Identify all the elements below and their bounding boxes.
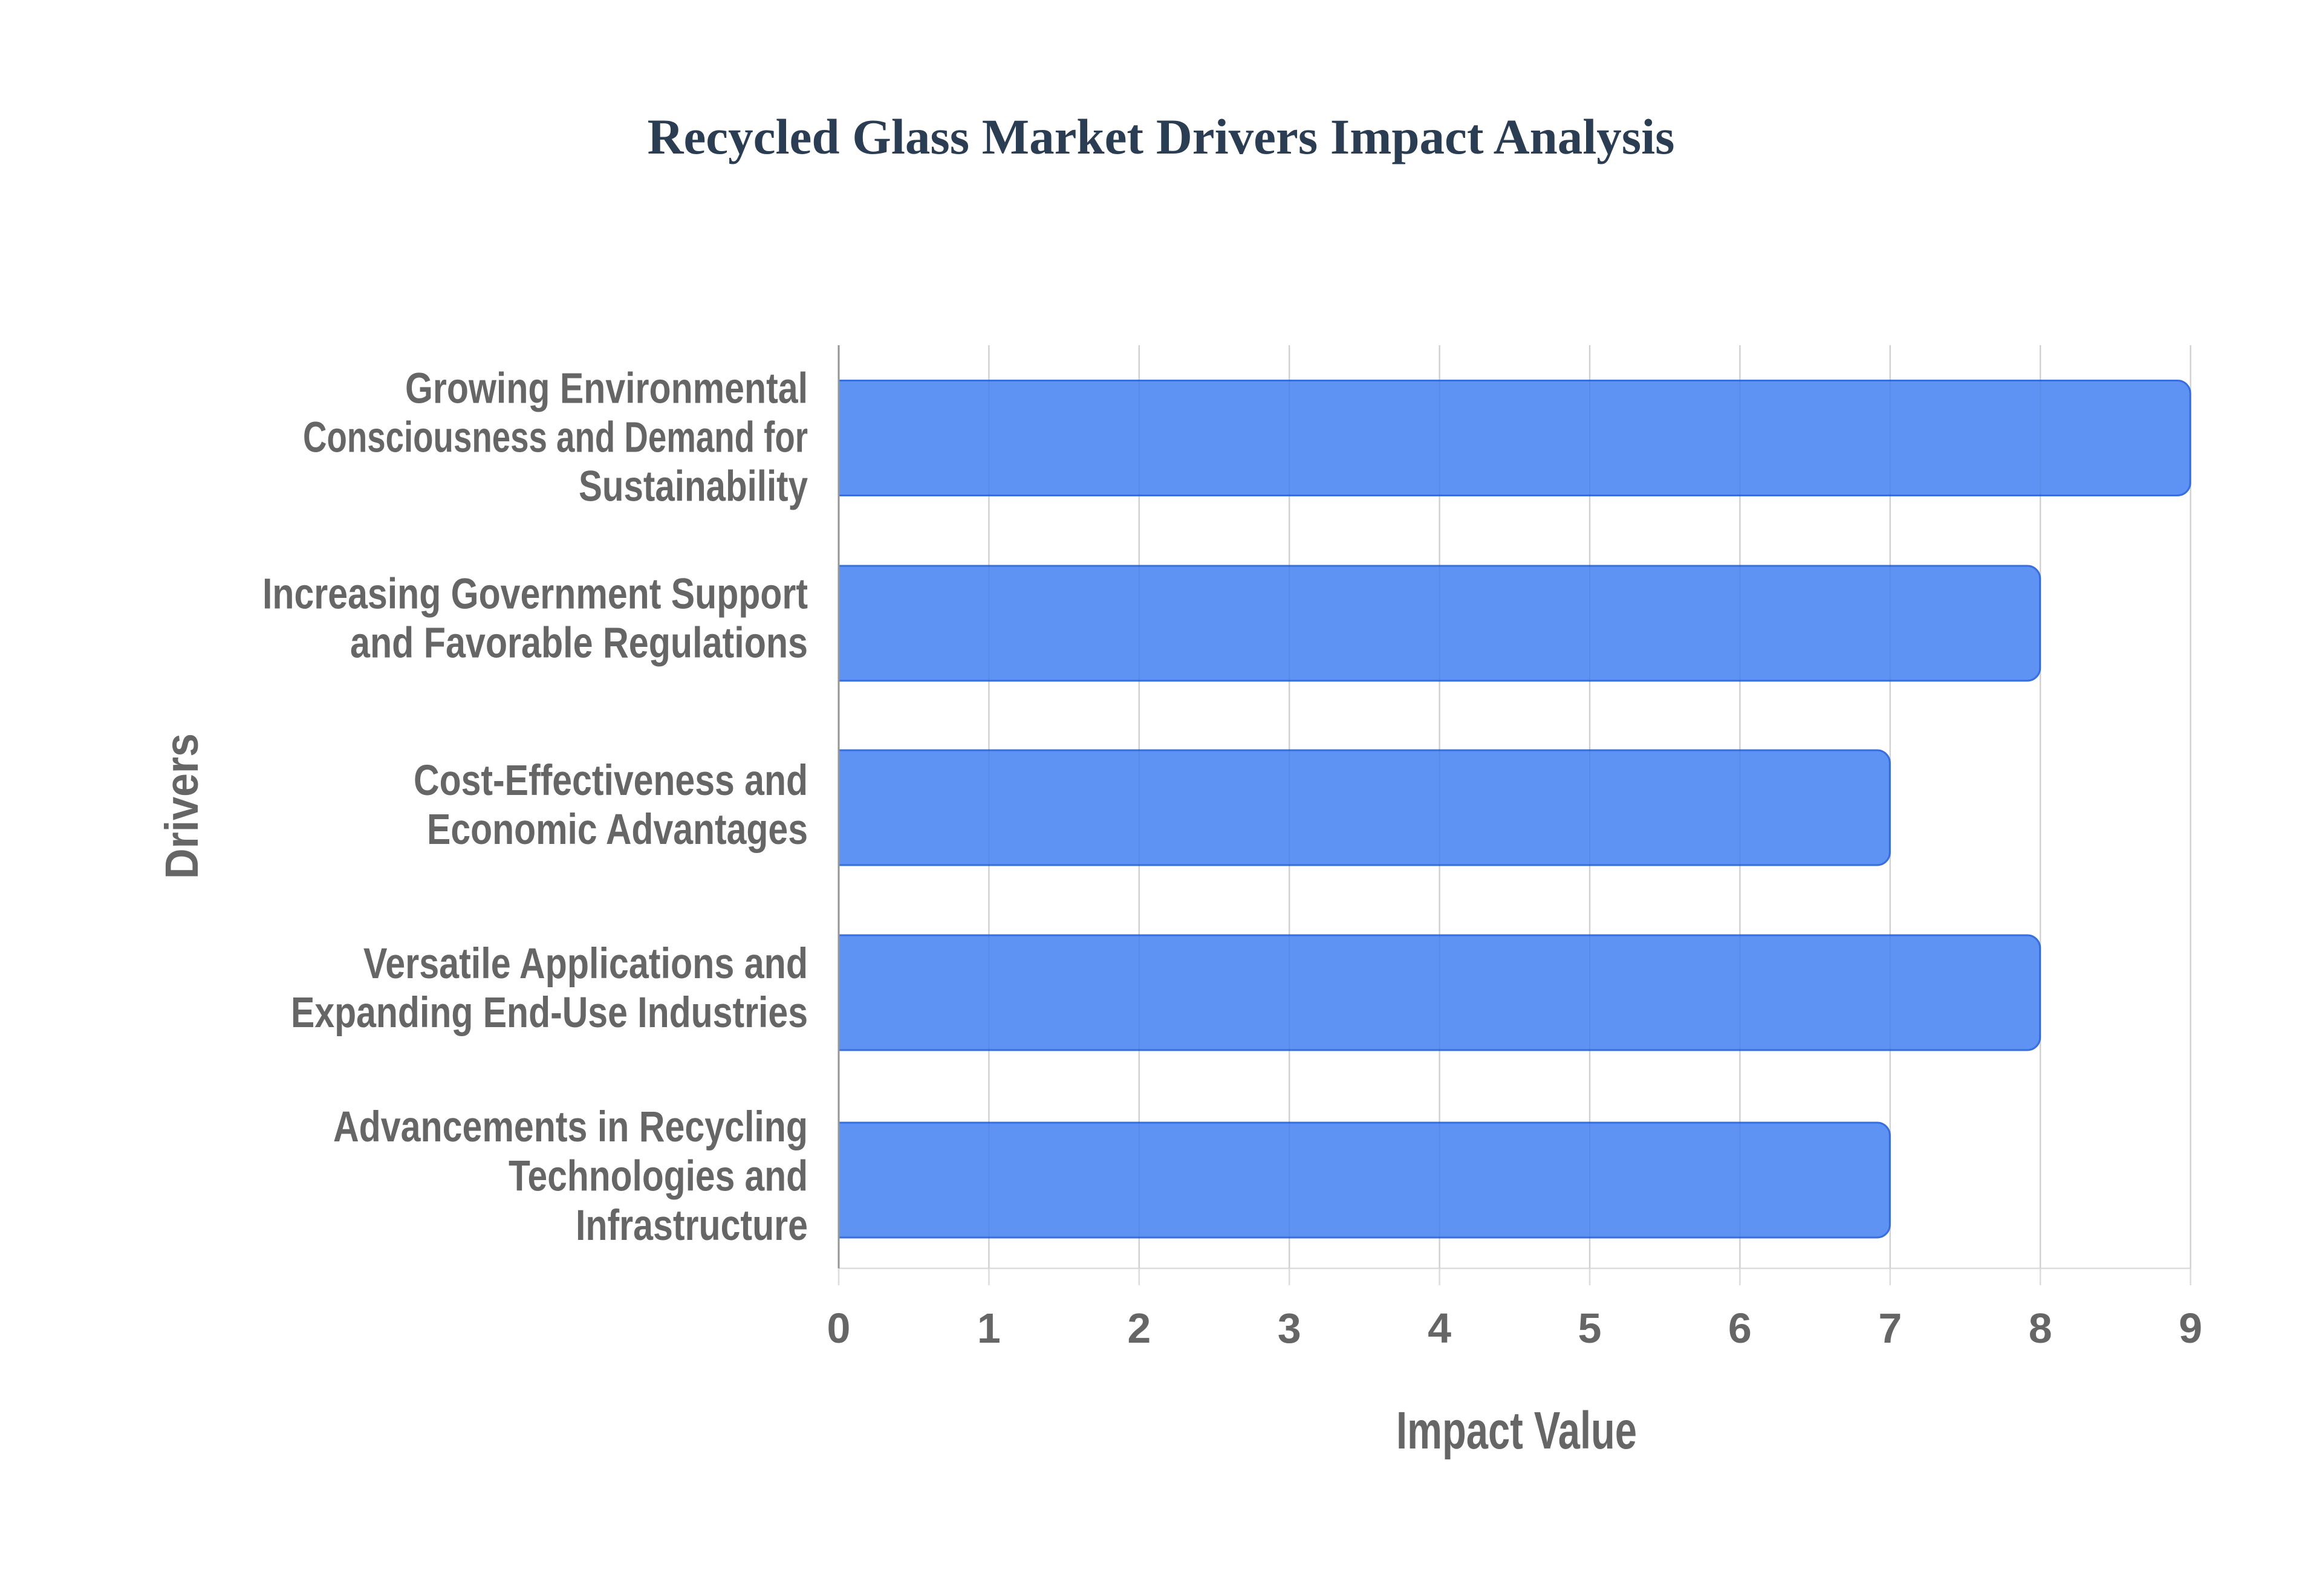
svg-text:Sustainability: Sustainability (579, 463, 808, 511)
svg-text:1: 1 (977, 1305, 1001, 1352)
svg-text:3: 3 (1278, 1305, 1301, 1352)
svg-text:Recycled Glass Market Drivers: Recycled Glass Market Drivers Impact Ana… (648, 109, 1675, 164)
svg-text:Increasing Government Support: Increasing Government Support (262, 570, 808, 618)
svg-text:Versatile Applications and: Versatile Applications and (363, 940, 808, 988)
svg-text:9: 9 (2179, 1305, 2202, 1352)
svg-text:Drivers: Drivers (156, 733, 208, 879)
svg-text:6: 6 (1728, 1305, 1752, 1352)
svg-text:Cost-Effectiveness and: Cost-Effectiveness and (414, 757, 808, 805)
svg-text:Consciousness and Demand for: Consciousness and Demand for (303, 414, 808, 462)
svg-text:7: 7 (1878, 1305, 1902, 1352)
svg-text:Advancements in Recycling: Advancements in Recycling (333, 1103, 808, 1151)
svg-text:and Favorable Regulations: and Favorable Regulations (350, 619, 808, 667)
svg-text:5: 5 (1578, 1305, 1602, 1352)
svg-text:Infrastructure: Infrastructure (576, 1202, 808, 1250)
svg-text:Technologies and: Technologies and (509, 1152, 808, 1200)
svg-text:Economic Advantages: Economic Advantages (427, 806, 808, 854)
svg-text:0: 0 (827, 1305, 851, 1352)
svg-text:8: 8 (2029, 1305, 2052, 1352)
svg-text:4: 4 (1428, 1305, 1451, 1352)
svg-text:2: 2 (1127, 1305, 1151, 1352)
svg-text:Growing Environmental: Growing Environmental (405, 365, 808, 413)
svg-text:Impact Value: Impact Value (1396, 1401, 1637, 1460)
svg-text:Expanding End-Use Industries: Expanding End-Use Industries (291, 989, 808, 1037)
